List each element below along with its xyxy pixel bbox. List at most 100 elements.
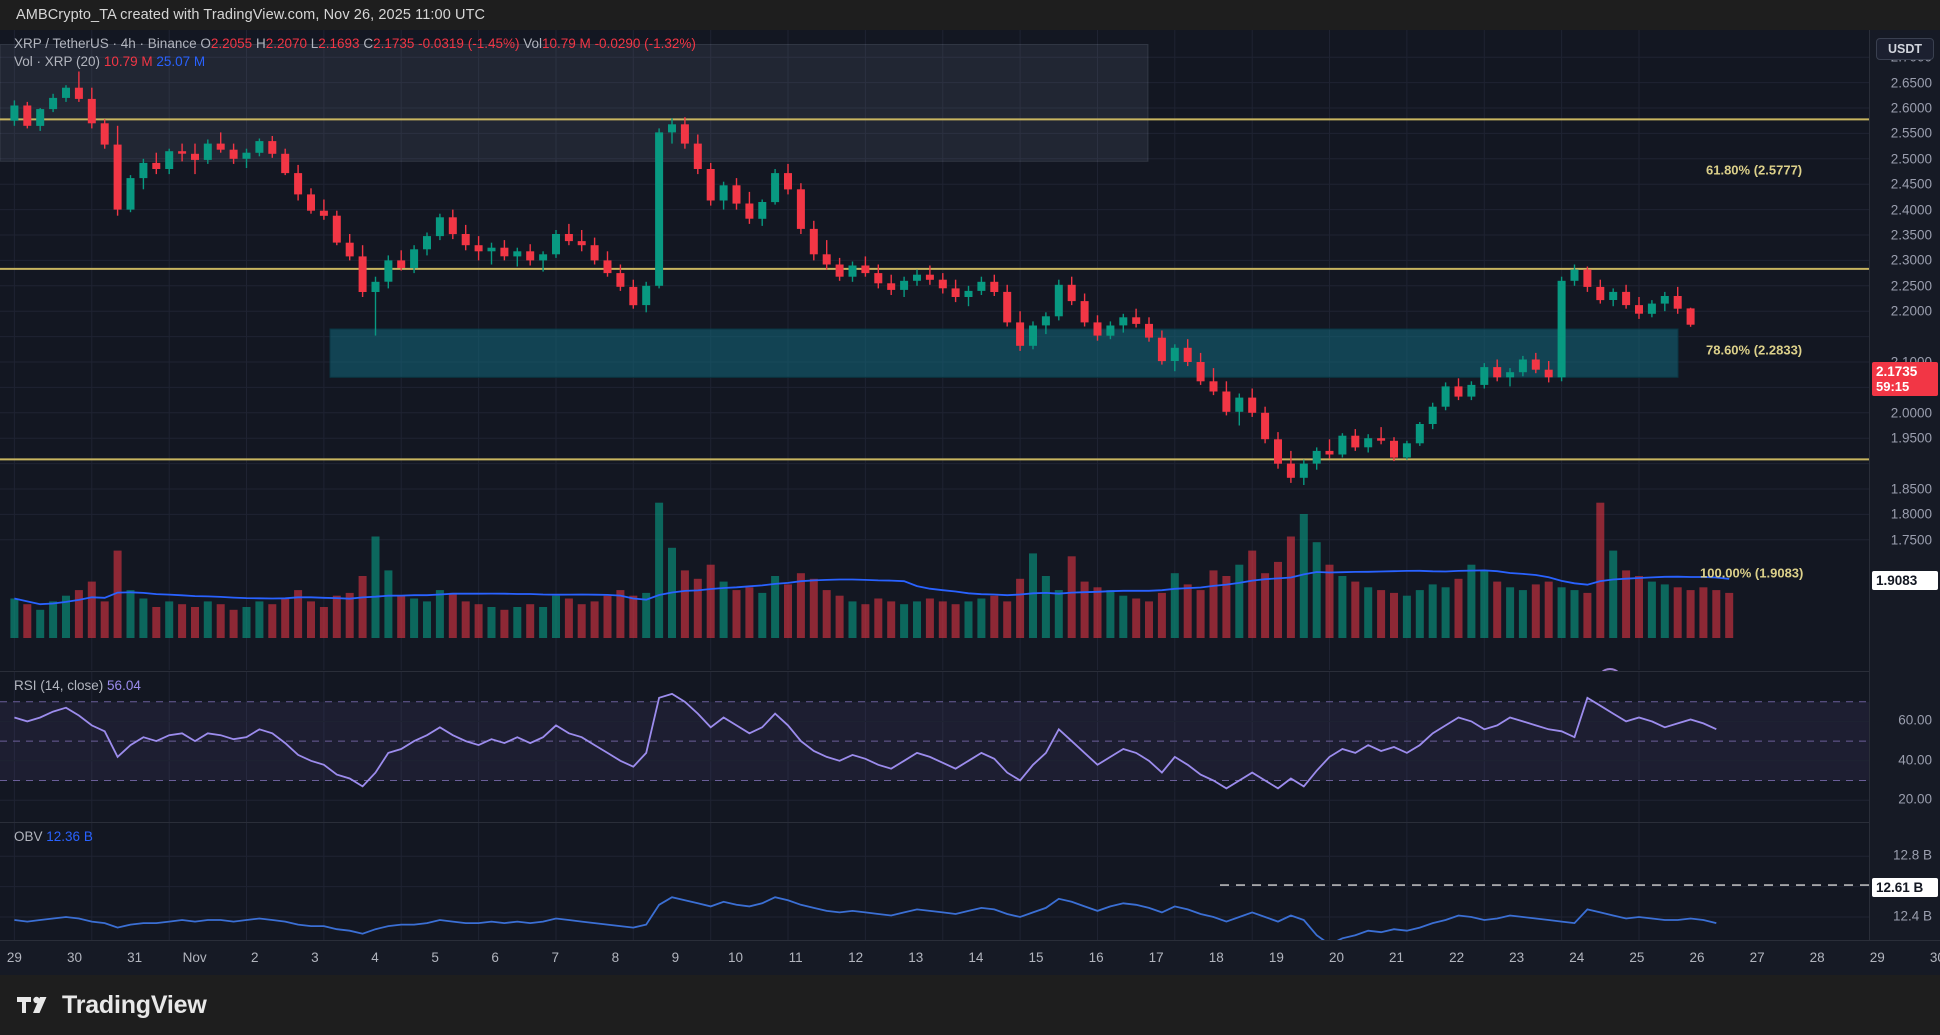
tradingview-logo-icon [17,996,47,1013]
change-percent: (-1.45%) [467,36,520,51]
time-tick-16: 16 [1088,950,1104,965]
time-tick-28: 28 [1809,950,1825,965]
price-tick-25500: 2.5500 [1890,125,1932,141]
volume-label: Vol [523,36,543,51]
time-tick-18: 18 [1208,950,1224,965]
time-tick-21: 21 [1388,950,1405,965]
time-tick-30: 30 [66,950,83,965]
price-tick-18000: 1.8000 [1890,506,1932,522]
price-tick-25000: 2.5000 [1890,151,1932,167]
price-tick-22500: 2.2500 [1890,278,1932,294]
last-price-value: 2.1735 [1876,364,1918,379]
price-tick-19500: 1.9500 [1890,430,1932,446]
time-tick-11: 11 [788,950,803,965]
time-tick-25: 25 [1629,950,1645,965]
time-tick-13: 13 [908,950,924,965]
tradingview-logo-text: TradingView [62,990,207,1019]
price-tick-20000: 2.0000 [1890,405,1932,421]
open-label: O [200,36,211,51]
price-pane[interactable]: XRP / TetherUS · 4h · Binance O2.2055 H2… [0,30,1869,694]
close-label: C [363,36,374,51]
time-tick-7: 7 [551,950,560,965]
volume-change-percent: (-1.32%) [644,36,696,51]
fib-label-786: 78.60% (2.2833) [1706,342,1803,358]
time-tick-29: 29 [6,950,22,965]
time-tick-30: 30 [1929,950,1940,965]
time-tick-29: 29 [1869,950,1885,965]
time-tick-31: 31 [127,950,143,965]
price-axis[interactable]: 2.70002.65002.60002.55002.50002.45002.40… [1869,30,1940,975]
price-pane-canvas [0,30,1869,670]
time-tick-26: 26 [1689,950,1705,965]
obv-legend: OBV 12.36 B [14,829,93,844]
time-tick-14: 14 [968,950,984,965]
obv-study-value: 12.36 B [46,829,93,844]
volume-study-value: 10.79 M [103,54,153,69]
obv-study-label: OBV [14,829,43,844]
price-tick-23000: 2.3000 [1890,252,1932,268]
time-tick-27: 27 [1749,950,1765,965]
high-value: 2.2070 [265,36,307,51]
volume-study-label: Vol · XRP (20) [14,54,101,69]
tradingview-logo[interactable]: TradingView [16,991,207,1020]
time-tick-2: 2 [251,950,259,965]
price-tick-24000: 2.4000 [1890,202,1932,218]
fib-price-badge: 1.9083 [1872,571,1938,590]
time-tick-6: 6 [491,950,499,965]
volume-study-legend: Vol · XRP (20) 10.79 M 25.07 M [14,54,205,69]
time-tick-4: 4 [371,950,379,965]
close-value: 2.1735 [373,36,415,51]
volume-value: 10.79 M [542,36,591,51]
volume-study-ma-value: 25.07 M [156,54,206,69]
time-tick-3: 3 [311,950,319,965]
volume-change: -0.0290 [594,36,641,51]
time-tick-15: 15 [1028,950,1044,965]
time-tick-Nov: Nov [182,950,207,965]
last-price-badge: 2.1735 59:15 [1872,362,1938,396]
low-label: L [310,36,319,51]
attribution-bar: AMBCrypto_TA created with TradingView.co… [0,0,1940,30]
price-tick-26500: 2.6500 [1890,75,1932,91]
obv-badge-value: 12.61 B [1876,880,1924,895]
price-tick-17500: 1.7500 [1890,532,1932,548]
obv-tick-128B: 12.8 B [1892,847,1932,863]
time-tick-19: 19 [1268,950,1284,965]
low-value: 2.1693 [318,36,360,51]
footer-bar: TradingView [0,975,1940,1035]
fib-label-1000: 100.00% (1.9083) [1700,565,1804,581]
rsi-pane-canvas [0,672,1869,822]
rsi-tick-4000: 40.00 [1898,752,1932,768]
symbol-label: XRP / TetherUS · 4h · Binance [14,36,197,51]
fib-label-618: 61.80% (2.5777) [1706,162,1803,178]
time-axis[interactable]: 29 30 31 Nov 2 3 4 5 6 7 8 9 10 11 12 13 14 15 16 17 18 19 20 2… [0,940,1940,975]
time-tick-12: 12 [848,950,864,965]
rsi-pane[interactable]: RSI (14, close) 56.04 [0,671,1869,822]
time-tick-23: 23 [1509,950,1525,965]
rsi-study-value: 56.04 [107,678,141,693]
obv-tick-124B: 12.4 B [1892,908,1932,924]
time-tick-8: 8 [611,950,620,965]
chart-frame: XRP / TetherUS · 4h · Binance O2.2055 H2… [0,30,1940,975]
fib-price-value: 1.9083 [1876,573,1918,588]
change-value: -0.0319 [418,36,464,51]
rsi-tick-6000: 60.00 [1898,712,1932,728]
time-tick-9: 9 [671,950,680,965]
price-tick-18500: 1.8500 [1890,481,1932,497]
open-value: 2.2055 [210,36,253,51]
time-tick-24: 24 [1569,950,1585,965]
time-tick-5: 5 [431,950,439,965]
price-tick-23500: 2.3500 [1890,227,1932,243]
time-tick-22: 22 [1449,950,1465,965]
high-label: H [255,36,266,51]
obv-value-badge: 12.61 B [1872,878,1938,897]
rsi-study-label: RSI (14, close) [14,678,104,693]
price-tick-24500: 2.4500 [1890,176,1932,192]
time-tick-10: 10 [727,950,744,965]
rsi-tick-2000: 20.00 [1898,791,1932,807]
time-tick-20: 20 [1328,950,1345,965]
currency-badge[interactable]: USDT [1876,38,1934,60]
price-tick-22000: 2.2000 [1890,303,1932,319]
price-tick-26000: 2.6000 [1890,100,1932,116]
time-tick-17: 17 [1148,950,1164,965]
